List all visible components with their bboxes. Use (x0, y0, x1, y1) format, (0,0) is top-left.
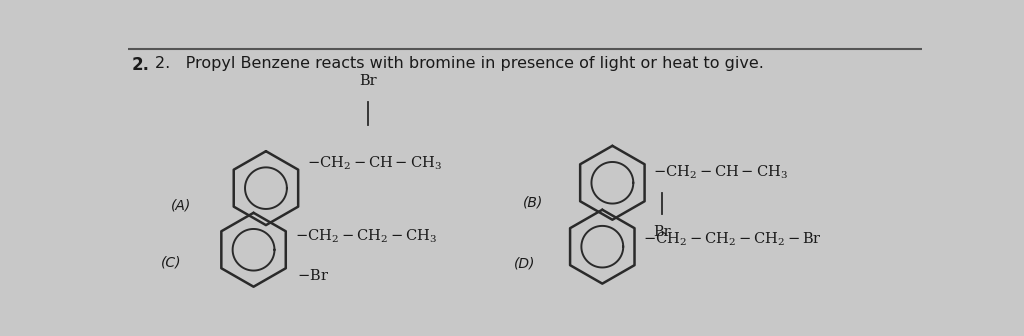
Text: (D): (D) (514, 257, 536, 270)
Text: $\mathregular{-CH_2-CH-CH_3}$: $\mathregular{-CH_2-CH-CH_3}$ (653, 164, 788, 181)
Text: $\mathregular{-CH_2-CH-CH_3}$: $\mathregular{-CH_2-CH-CH_3}$ (307, 155, 442, 172)
Text: (A): (A) (171, 199, 190, 213)
Text: $\mathregular{-CH_2-CH_2-CH_3}$: $\mathregular{-CH_2-CH_2-CH_3}$ (295, 228, 436, 245)
Text: (B): (B) (523, 195, 544, 209)
Text: Br: Br (653, 225, 671, 239)
Text: (C): (C) (161, 255, 181, 269)
Text: 2.   Propyl Benzene reacts with bromine in presence of light or heat to give.: 2. Propyl Benzene reacts with bromine in… (155, 56, 764, 72)
Text: $\mathregular{-Br}$: $\mathregular{-Br}$ (297, 268, 329, 283)
Text: Br: Br (359, 74, 377, 88)
Text: $\mathregular{-CH_2-CH_2-CH_2-Br}$: $\mathregular{-CH_2-CH_2-CH_2-Br}$ (643, 230, 822, 248)
Text: 2.: 2. (132, 56, 150, 75)
